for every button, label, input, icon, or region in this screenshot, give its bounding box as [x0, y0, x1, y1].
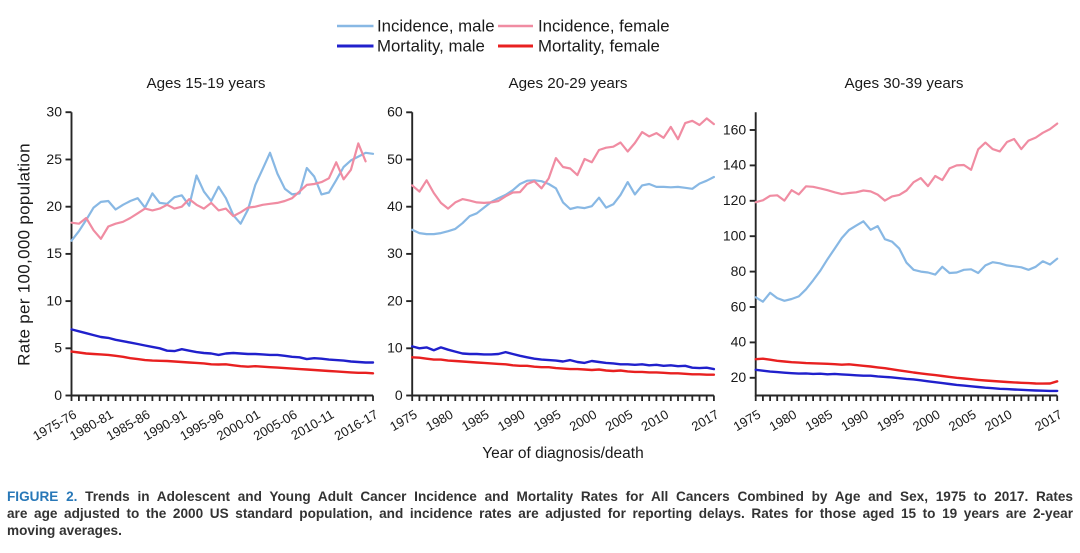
svg-text:Rate per 100,000 population: Rate per 100,000 population: [15, 143, 34, 366]
svg-text:Incidence, male: Incidence, male: [377, 17, 495, 36]
svg-text:Year of diagnosis/death: Year of diagnosis/death: [482, 445, 643, 462]
svg-text:20: 20: [46, 198, 62, 214]
svg-text:140: 140: [723, 157, 747, 173]
svg-text:Incidence, female: Incidence, female: [538, 17, 670, 36]
svg-text:160: 160: [723, 121, 747, 137]
svg-text:25: 25: [46, 151, 62, 167]
svg-text:10: 10: [387, 340, 403, 356]
svg-text:20: 20: [387, 292, 403, 308]
svg-text:60: 60: [731, 298, 747, 314]
svg-text:Mortality, female: Mortality, female: [538, 37, 660, 56]
svg-text:30: 30: [46, 104, 62, 120]
svg-text:30: 30: [387, 245, 403, 261]
svg-text:5: 5: [54, 340, 62, 356]
svg-text:0: 0: [54, 387, 62, 403]
svg-text:20: 20: [731, 369, 747, 385]
svg-text:50: 50: [387, 151, 403, 167]
svg-text:40: 40: [387, 198, 403, 214]
svg-text:120: 120: [723, 192, 747, 208]
svg-text:100: 100: [723, 228, 747, 244]
svg-text:0: 0: [395, 387, 403, 403]
svg-text:10: 10: [46, 292, 62, 308]
svg-text:Ages 15-19 years: Ages 15-19 years: [146, 75, 265, 92]
svg-text:Mortality, male: Mortality, male: [377, 37, 485, 56]
svg-text:40: 40: [731, 334, 747, 350]
svg-text:Ages 20-29 years: Ages 20-29 years: [508, 75, 627, 92]
svg-text:80: 80: [731, 263, 747, 279]
svg-text:60: 60: [387, 104, 403, 120]
svg-text:15: 15: [46, 245, 62, 261]
svg-text:Ages 30-39 years: Ages 30-39 years: [844, 75, 963, 92]
